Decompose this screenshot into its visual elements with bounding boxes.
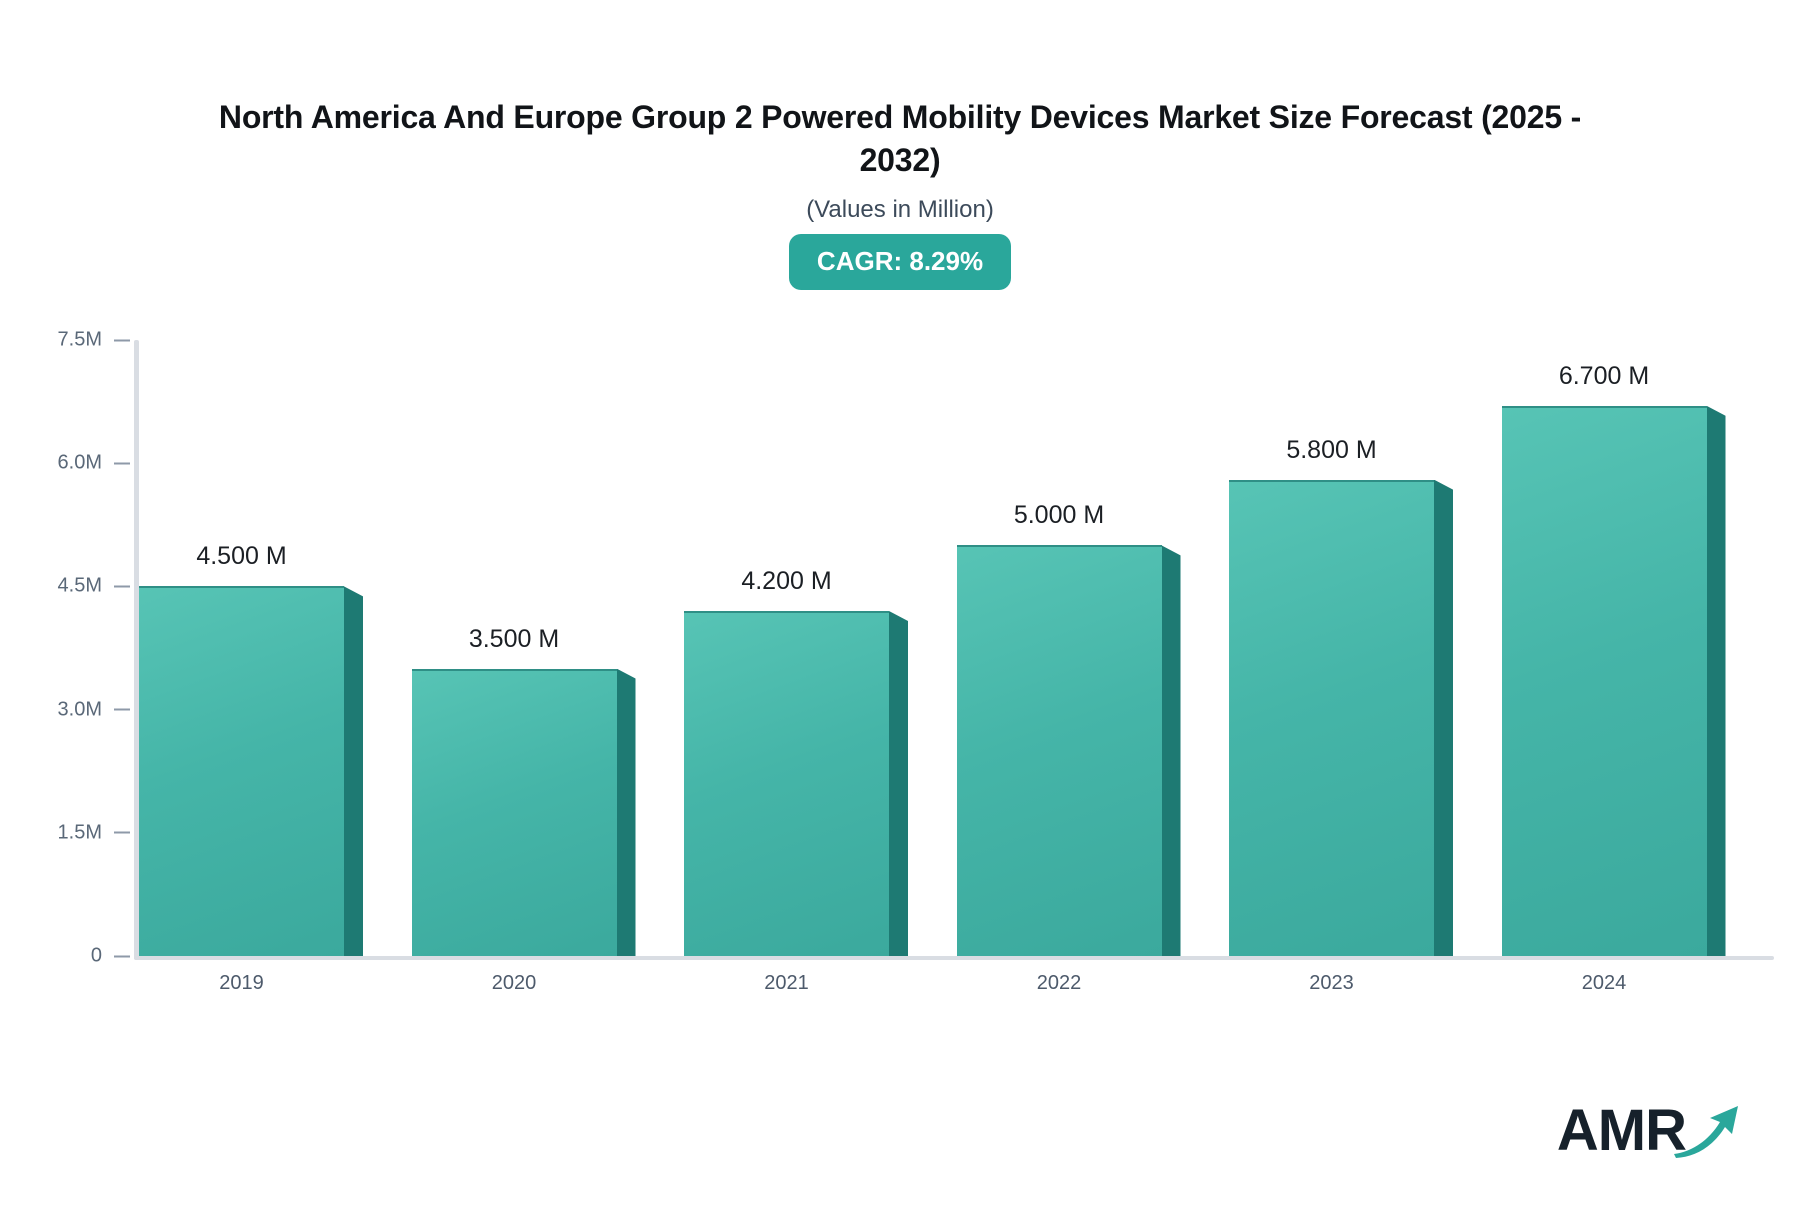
bar-front-face [956,545,1162,956]
bar-front-face [684,611,889,956]
y-axis-tick: 0 [0,945,130,968]
bar-slot: 4.200 M [684,340,957,956]
chart-subtitle: (Values in Million) [806,196,994,224]
y-axis-tick-mark [114,708,130,711]
bar-side-face [1434,479,1453,956]
bar-front-face [1501,405,1707,956]
y-axis-tick: 4.5M [0,575,130,598]
y-axis-tick-label: 4.5M [57,574,102,597]
x-axis: 2019 2020 2021 2022 2023 2024 [139,972,1774,995]
y-axis-tick-mark [114,585,130,588]
chart-header: North America And Europe Group 2 Powered… [0,96,1800,291]
y-axis-tick: 1.5M [0,821,130,844]
growth-arrow-icon [1672,1102,1742,1158]
y-axis-tick-label: 6.0M [57,451,102,474]
x-axis-slot: 2020 [412,972,685,995]
bar[interactable]: 6.700 M [1501,362,1726,956]
bar-side-face [1706,405,1726,956]
x-axis-tick-label: 2024 [1581,972,1627,994]
bar[interactable]: 5.000 M [956,501,1181,956]
bar-front-face [411,668,617,956]
bar-value-label: 5.800 M [1286,435,1377,464]
y-axis-tick-mark [114,831,130,834]
bar-series: 4.500 M 3.500 M 4.200 M 5.000 M 5.800 M 6.700… [139,340,1774,956]
bar-side-face [889,611,908,956]
bar-side-face [616,668,636,956]
bar-slot: 5.800 M [1229,340,1502,956]
bar-slot: 3.500 M [411,340,685,956]
y-axis-tick-label: 0 [90,944,102,967]
y-axis-tick: 7.5M [0,329,130,352]
bar-value-label: 6.700 M [1558,361,1650,390]
amr-logo: AMR [1557,1102,1742,1160]
x-axis-tick-label: 2019 [219,972,264,994]
y-axis-tick-label: 3.0M [57,698,102,721]
page-title: North America And Europe Group 2 Powered… [218,99,1582,179]
x-axis-slot: 2023 [1229,972,1502,995]
plot-area: 7.5M 6.0M 4.5M 3.0M 1.5M 0 4.500 M 3.500 M 4.20… [0,329,1800,967]
x-axis-line [134,956,1774,960]
logo-text: AMR [1556,1098,1687,1163]
y-axis-tick: 6.0M [0,452,130,475]
bar-side-face [1161,545,1181,956]
y-axis-tick-label: 1.5M [57,821,102,844]
bar[interactable]: 4.500 M [139,542,363,956]
x-axis-slot: 2019 [139,972,412,995]
x-axis-tick-label: 2023 [1309,972,1354,994]
bar-slot: 5.000 M [956,340,1230,956]
bar-front-face [1229,479,1434,956]
y-axis-line [134,340,139,960]
bar-value-label: 4.500 M [196,542,287,571]
bar-front-face [139,586,344,956]
y-axis-tick-mark [114,462,130,465]
y-axis-tick-label: 7.5M [57,328,102,351]
bar-slot: 4.500 M [139,340,412,956]
y-axis-tick-mark [114,339,130,341]
bar-value-label: 4.200 M [741,567,832,596]
y-axis-tick-mark [114,955,130,957]
bar[interactable]: 5.800 M [1229,436,1453,956]
cagr-badge-wrapper: CAGR: 8.29% [0,234,1800,291]
bar[interactable]: 3.500 M [411,625,636,956]
bar-value-label: 5.000 M [1013,501,1105,530]
bar-slot: 6.700 M [1501,340,1775,956]
bar-value-label: 3.500 M [468,624,560,653]
bar-side-face [344,586,363,956]
y-axis: 7.5M 6.0M 4.5M 3.0M 1.5M 0 [0,329,130,967]
cagr-badge: CAGR: 8.29% [788,234,1012,291]
x-axis-tick-label: 2020 [491,972,537,994]
x-axis-slot: 2024 [1502,972,1775,995]
y-axis-tick: 3.0M [0,698,130,721]
x-axis-slot: 2022 [957,972,1230,995]
x-axis-tick-label: 2021 [764,972,809,994]
x-axis-slot: 2021 [684,972,957,995]
x-axis-tick-label: 2022 [1036,972,1082,994]
bar[interactable]: 4.200 M [684,567,908,956]
